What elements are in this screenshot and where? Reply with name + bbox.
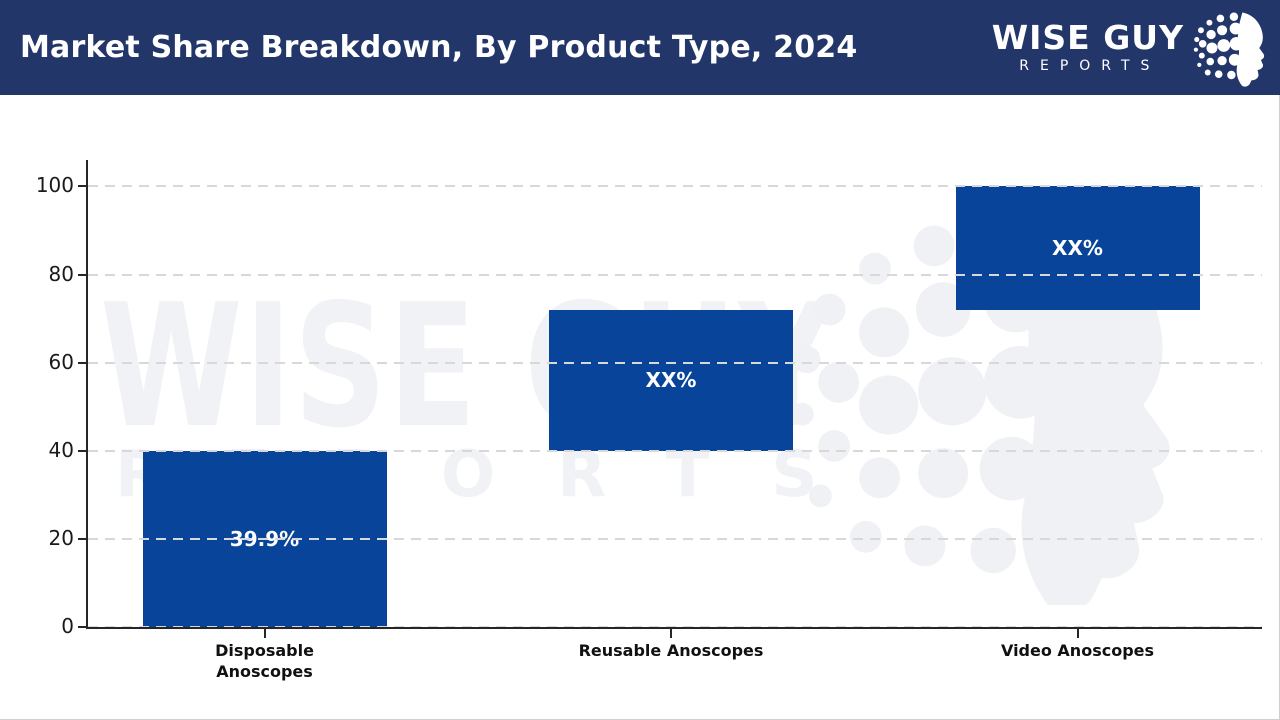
x-tick [1076,629,1079,638]
y-tick-label: 100 [35,173,74,198]
y-tick-label: 60 [48,349,74,374]
y-tick [78,361,87,364]
x-tick [263,629,266,638]
y-tick-label: 0 [61,614,74,638]
y-tick [78,537,87,540]
category-label: Video Anoscopes [1000,641,1155,660]
bar-value-label: XX% [645,368,697,393]
axis-left-spine [86,160,88,629]
gridline [88,449,1262,452]
logo-wordmark: WISE GUY REPORTS [992,21,1184,74]
y-tick [78,626,87,628]
logo-wiseguy-text: WISE GUY [991,18,1184,57]
category-label: Disposable Anoscopes [215,641,314,681]
y-tick [78,273,87,276]
logo-reports-text: REPORTS [1019,58,1161,74]
category-label: Reusable Anoscopes [578,641,764,660]
page-title: Market Share Breakdown, By Product Type,… [20,30,858,65]
axis-bottom-spine [86,627,1262,629]
gridline [88,537,1262,540]
gridline [88,273,1262,276]
header: Market Share Breakdown, By Product Type,… [0,0,1280,95]
y-tick [78,185,87,188]
y-tick [78,449,87,452]
x-tick [670,629,672,638]
y-tick-label: 80 [48,261,74,286]
gridline [88,361,1262,364]
y-tick-label: 40 [48,437,74,462]
gridline [88,185,1262,188]
bar: XX% [549,309,793,452]
watermark-face-icon [790,214,1170,605]
y-tick-label: 20 [48,525,74,550]
bar: XX% [955,186,1200,310]
logo-face-icon [1193,12,1265,87]
bar-value-label: XX% [1052,236,1103,261]
logo: WISE GUY REPORTS [992,7,1266,89]
